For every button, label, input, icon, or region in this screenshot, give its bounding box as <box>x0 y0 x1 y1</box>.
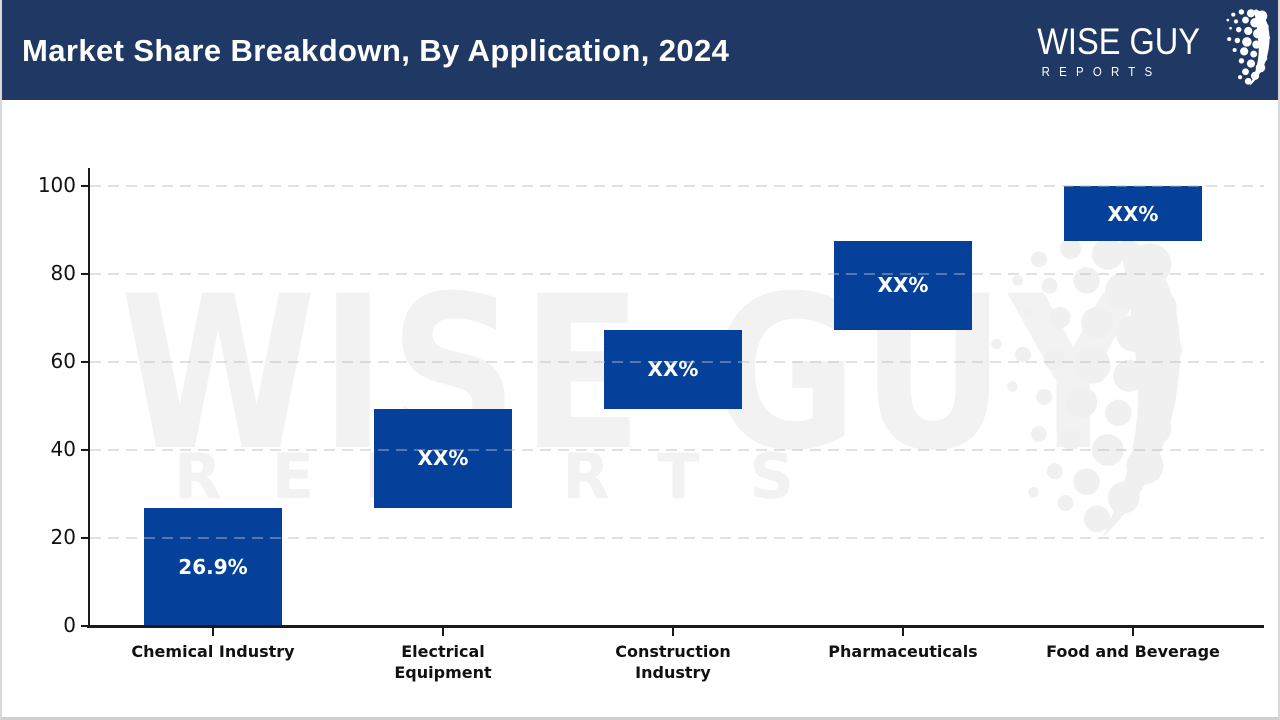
x-axis-line <box>87 625 1264 628</box>
ytick-label-0: 0 <box>63 613 76 637</box>
ytick-20 <box>81 537 89 539</box>
xtick-construction-industry <box>672 628 674 636</box>
bar-value-label-construction-industry: XX% <box>647 357 699 382</box>
gridline-100 <box>90 185 1264 187</box>
ytick-label-60: 60 <box>50 349 76 373</box>
ytick-label-100: 100 <box>37 173 76 197</box>
bar-chemical-industry: 26.9% <box>144 507 282 626</box>
gridline-40 <box>90 449 1264 451</box>
gridline-60 <box>90 361 1264 363</box>
logo-reports-label: REPORTS <box>1041 64 1162 79</box>
ytick-label-40: 40 <box>50 437 76 461</box>
xtick-chemical-industry <box>212 628 214 636</box>
gridline-20 <box>90 537 1264 539</box>
ytick-100 <box>81 185 89 187</box>
xtick-label-construction-industry: Construction Industry <box>615 642 731 682</box>
bar-pharmaceuticals: XX% <box>834 241 972 330</box>
page-title: Market Share Breakdown, By Application, … <box>22 33 730 68</box>
xtick-label-chemical-industry: Chemical Industry <box>131 642 295 661</box>
xtick-pharmaceuticals <box>902 628 904 636</box>
ytick-40 <box>81 449 89 451</box>
bar-construction-industry: XX% <box>604 329 742 410</box>
ytick-0 <box>81 625 89 627</box>
xtick-electrical-equipment <box>442 628 444 636</box>
header-bar: Market Share Breakdown, By Application, … <box>2 0 1278 100</box>
bar-value-label-chemical-industry: 26.9% <box>178 554 248 579</box>
xtick-label-pharmaceuticals: Pharmaceuticals <box>828 642 978 661</box>
xtick-label-food-and-beverage: Food and Beverage <box>1046 642 1220 661</box>
y-axis-line <box>88 168 90 628</box>
gridline-80 <box>90 273 1264 275</box>
ytick-label-80: 80 <box>50 261 76 285</box>
logo-dotted-head-icon <box>1226 9 1270 87</box>
bar-value-label-food-and-beverage: XX% <box>1107 201 1159 226</box>
wiseguy-logo: WISE GUY REPORTS <box>1015 8 1270 92</box>
bar-value-label-pharmaceuticals: XX% <box>877 273 929 298</box>
xtick-food-and-beverage <box>1132 628 1134 636</box>
bar-value-label-electrical-equipment: XX% <box>417 446 469 471</box>
logo-wiseguy-label: WISE GUY <box>1037 21 1200 62</box>
bar-food-and-beverage: XX% <box>1064 186 1202 241</box>
xtick-label-electrical-equipment: Electrical Equipment <box>394 642 492 682</box>
ytick-60 <box>81 361 89 363</box>
ytick-80 <box>81 273 89 275</box>
logo-text: WISE GUY REPORTS <box>1015 21 1200 79</box>
ytick-label-20: 20 <box>50 525 76 549</box>
bar-electrical-equipment: XX% <box>374 409 512 508</box>
